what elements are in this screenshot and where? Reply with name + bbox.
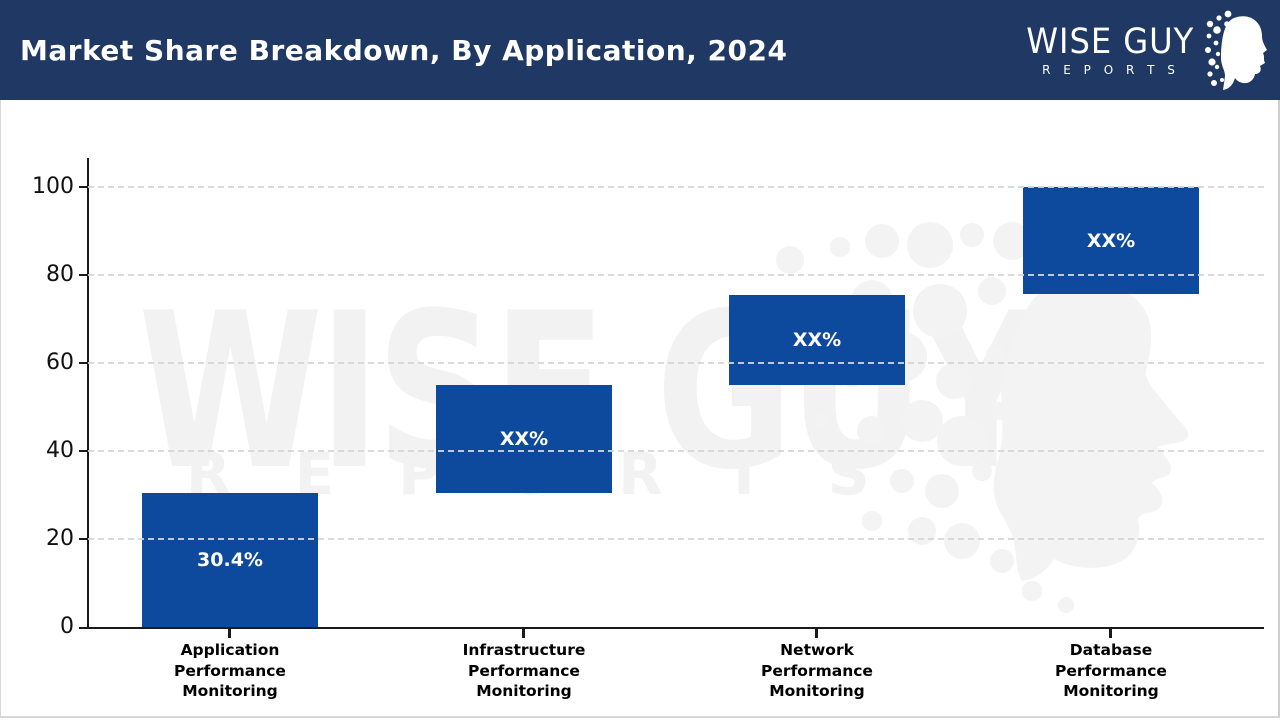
wise-guy-logo: WISE GUY R E P O R T S [1019,6,1268,94]
y-axis-line [87,158,89,629]
logo-text: WISE GUY R E P O R T S [1019,23,1202,77]
x-tick-infrastructure [522,629,525,638]
gridline-100 [88,186,1264,188]
y-tick-60 [79,362,87,364]
y-tick-label: 20 [46,526,74,551]
y-tick-label: 80 [46,262,74,287]
bar-database-performance-monitoring: XX% [1023,187,1199,294]
x-category-label-database: Database Performance Monitoring [1055,641,1167,700]
bar-infrastructure-performance-monitoring: XX% [436,385,612,493]
page-title: Market Share Breakdown, By Application, … [20,33,788,67]
x-category-label-infrastructure: Infrastructure Performance Monitoring [462,641,586,700]
x-category-label-network: Network Performance Monitoring [761,641,873,700]
logo-face-icon [1205,10,1267,90]
x-axis-line [87,627,1264,629]
bar-network-performance-monitoring: XX% [729,295,905,385]
content-frame-border [0,100,1280,718]
bar-application-performance-monitoring: 30.4% [142,493,318,627]
gridline-20 [88,538,1264,540]
bar-value-label: 30.4% [197,549,263,571]
gridline-80 [88,274,1264,276]
y-tick-20 [79,538,87,540]
x-tick-network [815,629,818,638]
bar-value-label: XX% [792,329,842,351]
y-tick-100 [79,186,87,188]
y-tick-0 [79,627,87,629]
header-bar: Market Share Breakdown, By Application, … [0,0,1280,100]
y-tick-label: 60 [46,350,74,375]
bar-value-label: XX% [499,428,549,450]
logo-brand-text: WISE GUY [1026,22,1195,62]
y-tick-label: 100 [32,174,74,199]
logo-tagline-text: R E P O R T S [1042,63,1180,77]
x-tick-application [228,629,231,638]
x-category-label-application: Application Performance Monitoring [174,641,286,700]
gridline-60 [88,362,1264,364]
y-tick-label: 40 [46,438,74,463]
gridline-40 [88,450,1264,452]
y-tick-40 [79,450,87,452]
y-tick-80 [79,274,87,276]
x-tick-database [1109,629,1112,638]
y-tick-label: 0 [60,614,74,639]
bar-value-label: XX% [1086,229,1136,252]
